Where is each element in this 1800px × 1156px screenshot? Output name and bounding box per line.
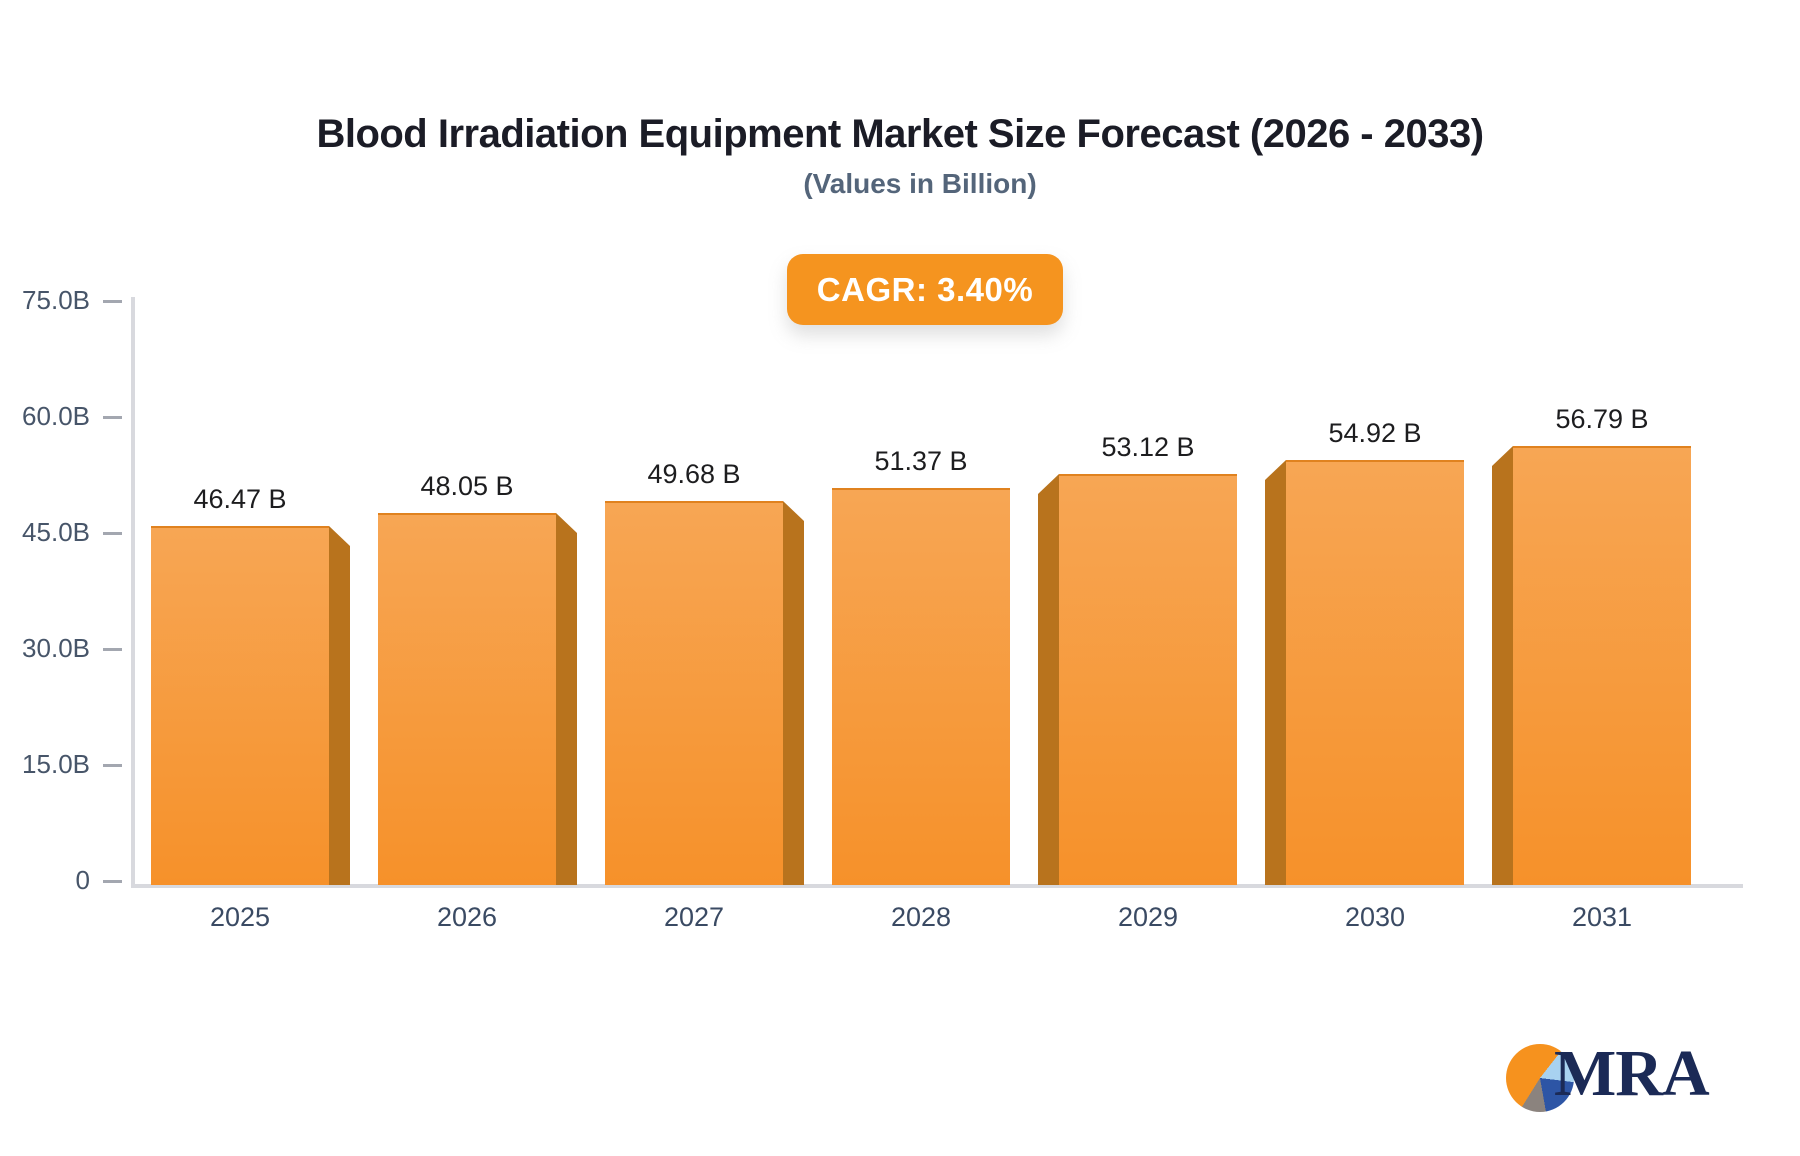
bar-value-label: 48.05 B bbox=[420, 471, 514, 501]
bar bbox=[378, 513, 556, 885]
y-axis-tick-label: 30.0B bbox=[22, 633, 90, 663]
y-axis-tick-label: 75.0B bbox=[22, 285, 90, 315]
cagr-badge-label: CAGR: 3.40% bbox=[816, 270, 1034, 308]
bar-3d-side bbox=[556, 513, 577, 885]
y-axis-tick-label: 45.0B bbox=[22, 517, 90, 547]
bar-value-label: 49.68 B bbox=[647, 459, 741, 489]
bar bbox=[1286, 460, 1464, 885]
y-axis-tick-mark bbox=[103, 764, 122, 767]
y-axis-tick-mark bbox=[103, 532, 122, 535]
page-subtitle: (Values in Billion) bbox=[803, 168, 1037, 199]
y-axis-tick-mark bbox=[103, 300, 122, 303]
bar-3d-side bbox=[1492, 446, 1513, 885]
x-axis-baseline bbox=[131, 884, 1743, 888]
y-axis-tick-mark bbox=[103, 416, 122, 419]
mra-pie-icon bbox=[1506, 1044, 1574, 1112]
bar-3d-side bbox=[1038, 474, 1059, 885]
bar-value-label: 46.47 B bbox=[193, 484, 287, 514]
bar-3d-side bbox=[783, 501, 804, 885]
x-axis-label: 2031 bbox=[1571, 902, 1633, 932]
bar bbox=[1513, 446, 1691, 885]
bar bbox=[1059, 474, 1237, 885]
y-axis-tick-mark bbox=[103, 648, 122, 651]
y-axis-tick-mark bbox=[103, 880, 122, 883]
y-axis-tick-label: 60.0B bbox=[22, 401, 90, 431]
bar-3d-side bbox=[329, 526, 350, 885]
cagr-badge: CAGR: 3.40% bbox=[787, 254, 1063, 325]
x-axis-label: 2028 bbox=[890, 902, 952, 932]
x-axis-label: 2026 bbox=[436, 902, 498, 932]
bar-3d-side bbox=[1265, 460, 1286, 885]
x-axis-label: 2027 bbox=[663, 902, 725, 932]
y-axis-line bbox=[131, 297, 135, 888]
y-axis-tick-label: 15.0B bbox=[22, 749, 90, 779]
bar-value-label: 51.37 B bbox=[874, 446, 968, 476]
bar-value-label: 54.92 B bbox=[1328, 418, 1422, 448]
x-axis-label: 2029 bbox=[1117, 902, 1179, 932]
bar bbox=[832, 488, 1010, 885]
x-axis-label: 2025 bbox=[209, 902, 271, 932]
mra-logo: MRA bbox=[1506, 1036, 1766, 1116]
mra-logo-text: MRA bbox=[1554, 1037, 1710, 1110]
bar-value-label: 53.12 B bbox=[1101, 432, 1195, 462]
bar bbox=[151, 526, 329, 885]
x-axis-label: 2030 bbox=[1344, 902, 1406, 932]
bar bbox=[605, 501, 783, 885]
y-axis-tick-label: 0 bbox=[75, 865, 90, 895]
page-title: Blood Irradiation Equipment Market Size … bbox=[316, 112, 1484, 156]
bar-value-label: 56.79 B bbox=[1555, 404, 1649, 434]
